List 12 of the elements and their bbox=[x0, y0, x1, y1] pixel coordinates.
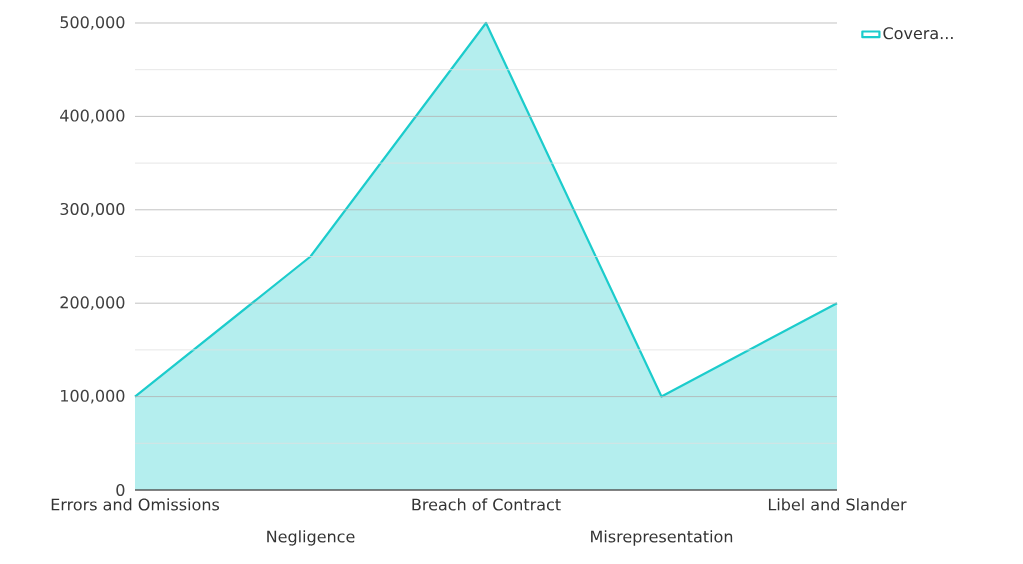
x-tick-label: Errors and Omissions bbox=[51, 498, 220, 511]
y-tick-label: 100,000 bbox=[61, 389, 125, 404]
x-tick-label: Libel and Slander bbox=[768, 498, 907, 511]
x-tick-label: Negligence bbox=[267, 530, 355, 546]
y-tick-label: 300,000 bbox=[60, 202, 125, 217]
legend-label: Covera... bbox=[883, 27, 953, 40]
y-tick-label: 200,000 bbox=[60, 296, 125, 311]
y-tick-label: 0 bbox=[116, 483, 125, 497]
y-tick-label: 400,000 bbox=[60, 109, 125, 124]
y-tick-label: 500,000 bbox=[60, 16, 125, 30]
x-tick-label: Breach of Contract bbox=[412, 498, 561, 511]
x-tick-label: Misrepresentation bbox=[591, 530, 733, 546]
